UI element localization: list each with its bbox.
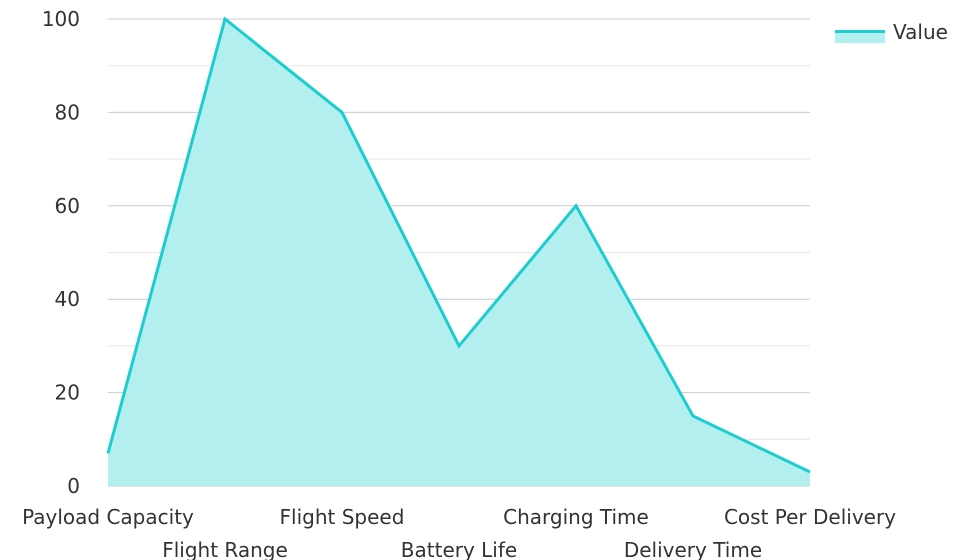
x-tick-label: Flight Speed — [280, 505, 405, 529]
x-tick-label: Cost Per Delivery — [724, 505, 896, 529]
y-tick-label: 0 — [67, 474, 80, 498]
legend-swatch — [835, 30, 885, 43]
series-area — [106, 16, 811, 486]
series-area-fill — [108, 19, 810, 486]
legend: Value — [835, 20, 948, 44]
x-tick-label: Battery Life — [401, 538, 517, 560]
x-tick-label: Delivery Time — [624, 538, 762, 560]
y-tick-label: 60 — [55, 194, 80, 218]
y-tick-label: 80 — [55, 100, 80, 124]
y-tick-label: 100 — [42, 7, 80, 31]
x-tick-label: Charging Time — [503, 505, 649, 529]
x-tick-label: Flight Range — [162, 538, 288, 560]
y-axis-ticks: 0 20 40 60 80 100 — [42, 7, 80, 498]
y-tick-label: 20 — [55, 381, 80, 405]
x-axis-ticks: Payload Capacity Flight Range Flight Speed… — [22, 505, 896, 560]
y-tick-label: 40 — [55, 287, 80, 311]
legend-label: Value — [893, 20, 948, 44]
x-tick-label: Payload Capacity — [22, 505, 194, 529]
